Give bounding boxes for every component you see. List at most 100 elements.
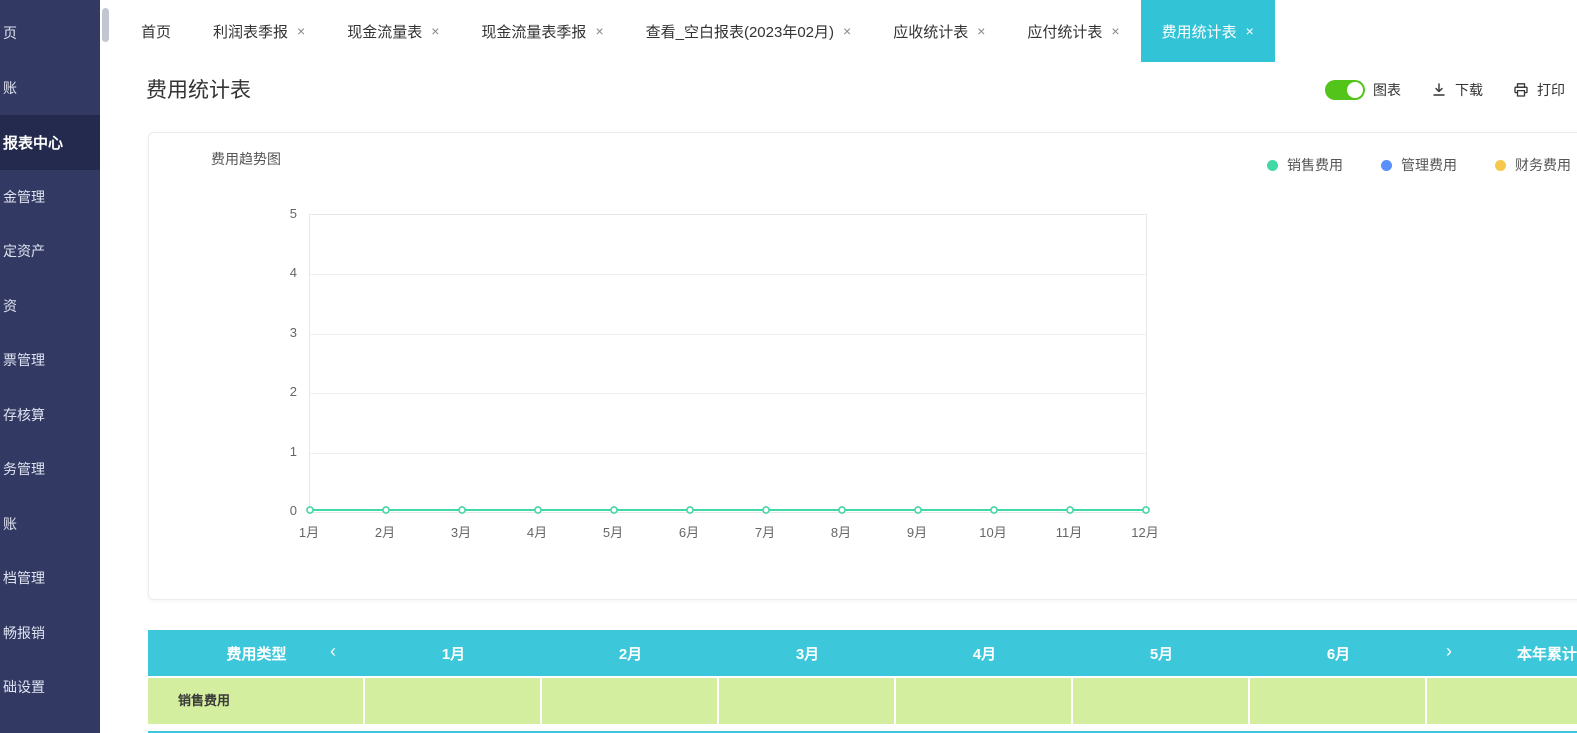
x-axis-tick-label: 6月: [678, 525, 700, 540]
table-cell[interactable]: [1250, 678, 1427, 724]
legend-label: 销售费用: [1287, 157, 1343, 173]
tab-close-icon[interactable]: ×: [1245, 23, 1254, 39]
chart-toggle-label: 图表: [1373, 82, 1401, 98]
tab-blank-report[interactable]: 查看_空白报表(2023年02月) ×: [625, 0, 873, 62]
sidebar-item-inventory[interactable]: 存核算: [3, 406, 45, 423]
sidebar-item-invoices[interactable]: 票管理: [3, 352, 45, 369]
legend-label: 管理费用: [1401, 157, 1457, 173]
column-header-month: 3月: [795, 645, 820, 663]
column-header-month: 6月: [1326, 645, 1351, 663]
tab-profit-quarter[interactable]: 利润表季报 ×: [192, 0, 326, 62]
sidebar: 页 账 报表中心 金管理 定资产 资 票管理 存核算 务管理 账 档管理 畅报销…: [0, 0, 100, 733]
chart-title: 费用趋势图: [211, 151, 281, 167]
toolbar: 图表 下载 打印: [1325, 80, 1565, 100]
tab-label: 利润表季报: [213, 23, 289, 41]
page-header: 费用统计表 图表 下载 打印: [100, 62, 1577, 118]
gridline: [310, 393, 1146, 395]
legend-item[interactable]: 财务费用: [1495, 155, 1571, 175]
download-button[interactable]: 下载: [1431, 80, 1483, 100]
legend-label: 财务费用: [1515, 157, 1571, 173]
table-cell[interactable]: [896, 678, 1073, 724]
gridline: [310, 333, 1146, 335]
sidebar-item-funds[interactable]: 金管理: [3, 188, 45, 205]
tab-label: 查看_空白报表(2023年02月): [645, 23, 835, 41]
gridline: [310, 274, 1146, 276]
tab-bar: 首页 利润表季报 × 现金流量表 × 现金流量表季报 × 查看_空白报表(202…: [100, 0, 1577, 62]
legend-dot-icon: [1381, 159, 1392, 171]
chart-toggle-group: 图表: [1325, 80, 1401, 100]
page-title: 费用统计表: [146, 79, 251, 102]
table-cell-year-total[interactable]: [1427, 678, 1577, 724]
sidebar-item-ledger[interactable]: 账: [3, 79, 17, 96]
prev-months-icon[interactable]: ‹: [330, 641, 336, 661]
table-cell[interactable]: [365, 678, 542, 724]
table-cell[interactable]: [719, 678, 896, 724]
expense-table: 费用类型 ‹ 1月 2月 3月 4月 5月 6月 本年累计 › 销售费用: [148, 630, 1577, 733]
chart-plot-area: [306, 214, 1150, 514]
tab-cashflow-quarter[interactable]: 现金流量表季报 ×: [460, 0, 624, 62]
y-axis-tick-label: 0: [289, 503, 297, 518]
sidebar-item-home[interactable]: 页: [3, 25, 17, 42]
sidebar-item-fixed-assets[interactable]: 定资产: [3, 243, 45, 260]
sidebar-item-closing[interactable]: 账: [3, 515, 17, 532]
expense-trend-chart-panel: 费用趋势图 销售费用 管理费用 财务费用 0 1 2 3 4 5 1月 2月 3月 4月 5月 6月 7月 8…: [148, 132, 1577, 600]
gridline: [310, 452, 1146, 454]
sidebar-item-tax[interactable]: 务管理: [3, 461, 45, 478]
y-axis-tick-label: 5: [289, 206, 297, 221]
table-row-sales-expense[interactable]: 销售费用: [148, 678, 1577, 724]
column-header-month: 4月: [972, 645, 997, 663]
column-header-month: 5月: [1149, 645, 1174, 663]
tab-close-icon[interactable]: ×: [297, 23, 306, 39]
legend-dot-icon: [1495, 159, 1506, 171]
x-axis-tick-label: 11月: [1055, 525, 1083, 540]
chart-legend: 销售费用 管理费用 财务费用: [1267, 155, 1571, 175]
sidebar-item-settings[interactable]: 础设置: [3, 679, 45, 696]
tab-label: 首页: [141, 23, 172, 41]
tab-label: 费用统计表: [1161, 23, 1237, 41]
tab-close-icon[interactable]: ×: [977, 23, 986, 39]
tab-close-icon[interactable]: ×: [1111, 23, 1120, 39]
download-label: 下载: [1455, 82, 1483, 98]
download-icon: [1431, 82, 1447, 98]
expense-table-header: 费用类型 ‹ 1月 2月 3月 4月 5月 6月 本年累计 ›: [148, 630, 1577, 676]
tab-payable-stats[interactable]: 应付统计表 ×: [1006, 0, 1140, 62]
column-header-year-total: 本年累计: [1516, 645, 1577, 663]
next-months-icon[interactable]: ›: [1446, 641, 1452, 661]
tab-cashflow[interactable]: 现金流量表 ×: [326, 0, 460, 62]
tab-label: 应收统计表: [893, 23, 969, 41]
x-axis-tick-label: 5月: [602, 525, 624, 540]
table-cell[interactable]: [542, 678, 719, 724]
print-button[interactable]: 打印: [1513, 80, 1565, 100]
tab-label: 现金流量表季报: [481, 23, 587, 41]
main-area: 首页 利润表季报 × 现金流量表 × 现金流量表季报 × 查看_空白报表(202…: [100, 0, 1577, 733]
column-header-expense-type: 费用类型: [226, 645, 287, 663]
table-row-partial: [148, 731, 1577, 733]
sidebar-item-payroll[interactable]: 资: [3, 297, 17, 314]
chart-toggle[interactable]: [1325, 80, 1365, 100]
tab-expense-stats[interactable]: 费用统计表 ×: [1140, 0, 1275, 62]
column-header-month: 1月: [441, 645, 466, 663]
x-axis-tick-label: 10月: [979, 525, 1007, 540]
print-label: 打印: [1537, 82, 1565, 98]
tab-close-icon[interactable]: ×: [431, 23, 440, 39]
y-axis-tick-label: 2: [289, 384, 297, 400]
sidebar-item-expense-claims[interactable]: 畅报销: [3, 624, 45, 641]
y-axis-tick-label: 4: [289, 265, 297, 281]
table-cell[interactable]: [1073, 678, 1250, 724]
sidebar-item-archives[interactable]: 档管理: [3, 570, 45, 587]
x-axis-tick-label: 12月: [1131, 525, 1159, 540]
legend-item[interactable]: 管理费用: [1381, 155, 1457, 175]
tab-home[interactable]: 首页: [120, 0, 192, 62]
tab-close-icon[interactable]: ×: [595, 23, 604, 39]
tab-receivable-stats[interactable]: 应收统计表 ×: [872, 0, 1006, 62]
sidebar-scrollbar[interactable]: [102, 8, 109, 42]
y-axis-tick-label: 3: [289, 324, 297, 340]
print-icon: [1513, 82, 1529, 98]
tab-label: 应付统计表: [1027, 23, 1103, 41]
chart-series-svg: [306, 506, 1150, 514]
tab-close-icon[interactable]: ×: [843, 23, 852, 39]
x-axis-tick-label: 2月: [374, 525, 396, 540]
legend-item[interactable]: 销售费用: [1267, 155, 1343, 175]
y-axis-tick-label: 1: [289, 443, 297, 459]
sidebar-item-report-center[interactable]: 报表中心: [0, 115, 100, 170]
